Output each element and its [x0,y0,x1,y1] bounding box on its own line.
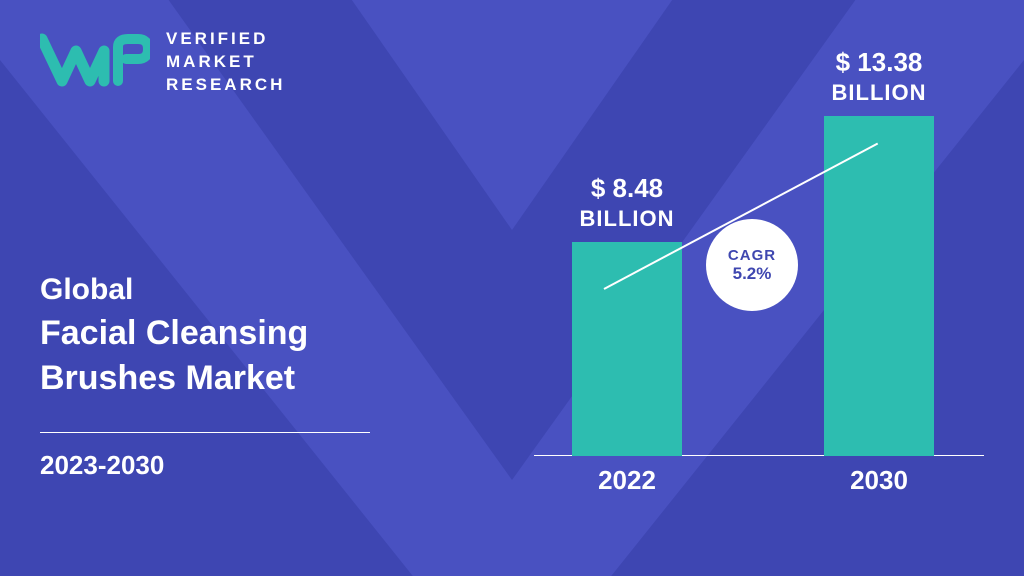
cagr-label: CAGR [728,247,776,264]
title-line3: Brushes Market [40,356,308,402]
title-divider [40,432,370,433]
title-line2: Facial Cleansing [40,311,308,357]
forecast-period: 2023-2030 [40,450,164,481]
x-label-2030: 2030 [824,465,934,496]
vmr-logo-icon [40,33,150,91]
bar-2030-value-label: $ 13.38 BILLION [794,46,964,106]
bar-2022-value-label: $ 8.48 BILLION [542,172,712,232]
brand-name: VERIFIED MARKET RESEARCH [166,28,285,97]
bar-2030-amount: $ 13.38 [794,46,964,79]
brand-logo: VERIFIED MARKET RESEARCH [40,28,285,97]
bar-2022-unit: BILLION [542,205,712,233]
cagr-badge: CAGR 5.2% [706,219,798,311]
bar-2022-amount: $ 8.48 [542,172,712,205]
x-label-2022: 2022 [572,465,682,496]
brand-name-line3: RESEARCH [166,74,285,97]
bar-2030-rect [824,116,934,456]
brand-name-line2: MARKET [166,51,285,74]
bar-2022-rect [572,242,682,456]
cagr-value: 5.2% [733,264,772,284]
market-bar-chart: $ 8.48 BILLION $ 13.38 BILLION 2022 2030… [534,0,984,576]
title-block: Global Facial Cleansing Brushes Market [40,270,308,402]
title-line1: Global [40,270,308,311]
brand-name-line1: VERIFIED [166,28,285,51]
bar-2030-unit: BILLION [794,79,964,107]
